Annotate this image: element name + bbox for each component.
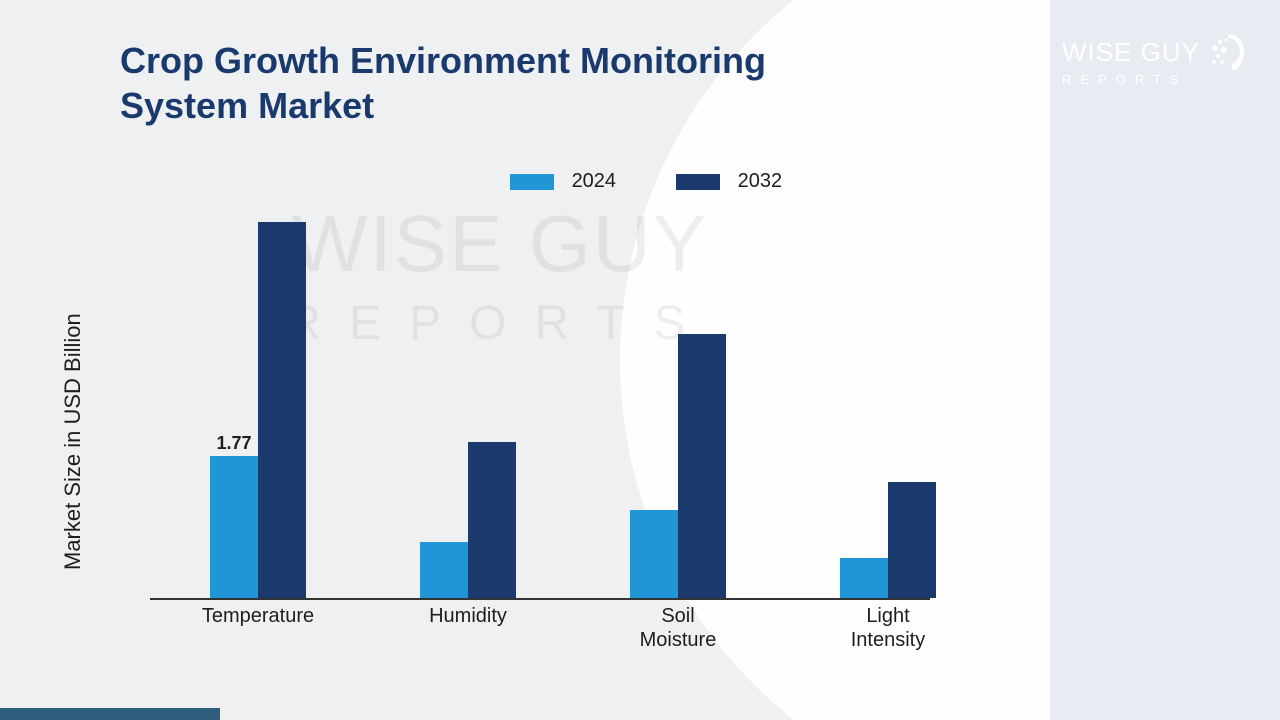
chart-canvas: WISE GUY REPORTS Crop Growth Environment… — [0, 0, 1280, 720]
chart-title: Crop Growth Environment Monitoring Syste… — [120, 38, 840, 128]
logo-text-line1: WISE GUY — [1062, 37, 1200, 68]
brand-logo: WISE GUY REPORTS — [1062, 30, 1250, 87]
content-layer: Crop Growth Environment Monitoring Syste… — [0, 0, 1280, 720]
bar — [888, 482, 936, 598]
legend-swatch-2024 — [510, 174, 554, 190]
x-axis-label: SoilMoisture — [598, 604, 758, 652]
bar — [258, 222, 306, 598]
bar-group — [630, 334, 726, 598]
legend-label-2032: 2032 — [738, 170, 783, 192]
bar — [840, 558, 888, 598]
bar — [678, 334, 726, 598]
value-label: 1.77 — [216, 433, 251, 454]
bottom-accent-bar — [0, 708, 220, 720]
bar-group — [210, 222, 306, 598]
bar — [420, 542, 468, 598]
legend-label-2024: 2024 — [572, 170, 617, 192]
y-axis-label: Market Size in USD Billion — [60, 313, 86, 570]
logo-text-line2: REPORTS — [1062, 72, 1250, 87]
legend-swatch-2032 — [676, 174, 720, 190]
bar-group — [840, 482, 936, 598]
bar — [630, 510, 678, 598]
logo-head-icon — [1206, 30, 1250, 74]
plot-area: TemperatureHumiditySoilMoistureLightInte… — [150, 200, 930, 600]
x-axis-label: LightIntensity — [808, 604, 968, 652]
x-axis-label: Humidity — [388, 604, 548, 628]
legend: 2024 2032 — [510, 170, 782, 193]
bar — [210, 456, 258, 598]
legend-item-2024: 2024 — [510, 170, 616, 193]
chart-area: Market Size in USD Billion 2024 2032 Tem… — [70, 170, 940, 670]
bar-group — [420, 442, 516, 598]
x-axis-label: Temperature — [178, 604, 338, 628]
bar — [468, 442, 516, 598]
legend-item-2032: 2032 — [676, 170, 782, 193]
